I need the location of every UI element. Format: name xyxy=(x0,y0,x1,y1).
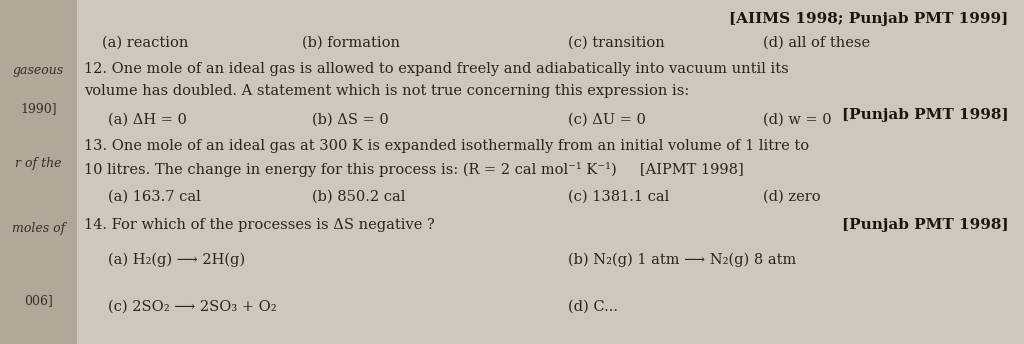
Text: (b) ΔS = 0: (b) ΔS = 0 xyxy=(312,113,389,127)
Text: (d) C...: (d) C... xyxy=(568,299,618,313)
Text: (b) formation: (b) formation xyxy=(302,36,400,50)
Text: volume has doubled. A statement which is not true concerning this expression is:: volume has doubled. A statement which is… xyxy=(84,84,689,98)
Text: [Punjab PMT 1998]: [Punjab PMT 1998] xyxy=(842,108,1009,122)
Text: (d) w = 0: (d) w = 0 xyxy=(763,113,831,127)
Text: (a) H₂(g) ⟶ 2H(g): (a) H₂(g) ⟶ 2H(g) xyxy=(108,253,245,267)
Text: [AIIMS 1998; Punjab PMT 1999]: [AIIMS 1998; Punjab PMT 1999] xyxy=(729,12,1009,26)
Text: r of the: r of the xyxy=(15,157,61,170)
Text: 10 litres. The change in energy for this process is: (R = 2 cal mol⁻¹ K⁻¹)     [: 10 litres. The change in energy for this… xyxy=(84,162,743,177)
Text: [Punjab PMT 1998]: [Punjab PMT 1998] xyxy=(842,218,1009,233)
Text: (b) 850.2 cal: (b) 850.2 cal xyxy=(312,190,406,204)
Text: 14. For which of the processes is ΔS negative ?: 14. For which of the processes is ΔS neg… xyxy=(84,218,435,233)
Text: 12. One mole of an ideal gas is allowed to expand freely and adiabatically into : 12. One mole of an ideal gas is allowed … xyxy=(84,62,788,76)
Text: (d) all of these: (d) all of these xyxy=(763,36,870,50)
Text: (a) 163.7 cal: (a) 163.7 cal xyxy=(108,190,201,204)
Text: (b) N₂(g) 1 atm ⟶ N₂(g) 8 atm: (b) N₂(g) 1 atm ⟶ N₂(g) 8 atm xyxy=(568,253,797,267)
Text: 13. One mole of an ideal gas at 300 K is expanded isothermally from an initial v: 13. One mole of an ideal gas at 300 K is… xyxy=(84,139,809,153)
Text: (c) transition: (c) transition xyxy=(568,36,665,50)
Text: (c) 1381.1 cal: (c) 1381.1 cal xyxy=(568,190,670,204)
Text: (c) 2SO₂ ⟶ 2SO₃ + O₂: (c) 2SO₂ ⟶ 2SO₃ + O₂ xyxy=(108,299,276,313)
Text: gaseous: gaseous xyxy=(13,64,63,77)
Text: (a) ΔH = 0: (a) ΔH = 0 xyxy=(108,113,186,127)
Text: (a) reaction: (a) reaction xyxy=(102,36,188,50)
Text: (c) ΔU = 0: (c) ΔU = 0 xyxy=(568,113,646,127)
Bar xyxy=(0,0,77,344)
Text: moles of: moles of xyxy=(11,222,66,235)
Text: 1990]: 1990] xyxy=(20,102,56,115)
Text: 006]: 006] xyxy=(24,294,53,308)
Text: (d) zero: (d) zero xyxy=(763,190,820,204)
